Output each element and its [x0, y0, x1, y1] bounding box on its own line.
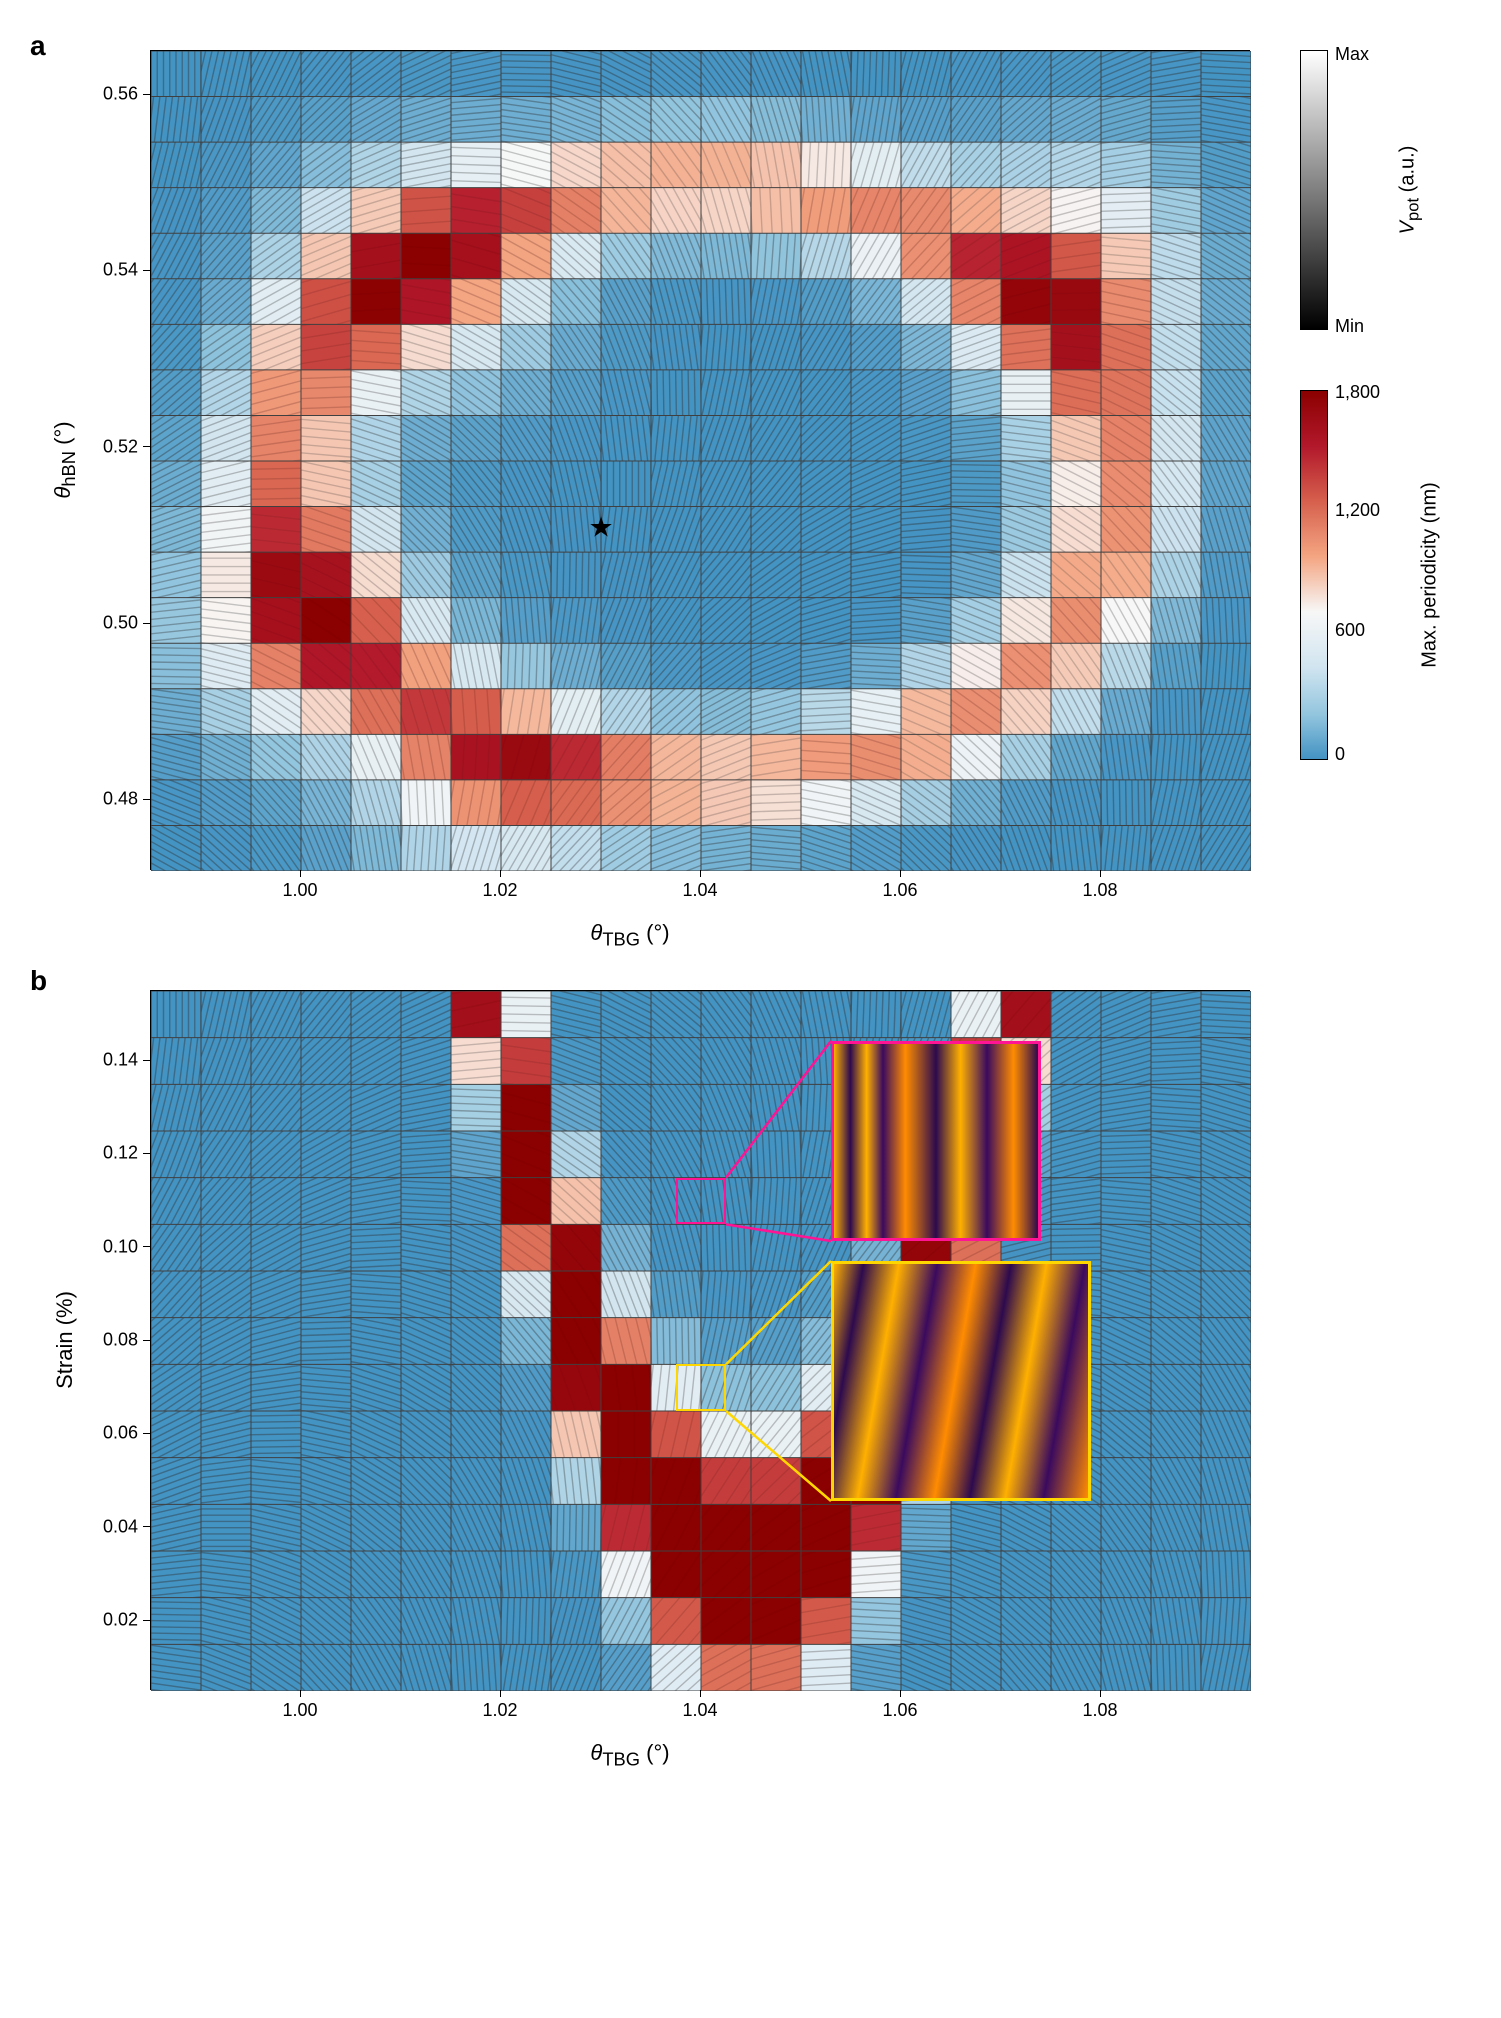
xtick: 1.00 [282, 880, 317, 901]
theta-italic: θ [590, 920, 602, 945]
panel-a-xlabel: θTBG (°) [590, 920, 669, 950]
panel-b-label: b [30, 965, 47, 997]
ytick: 0.06 [103, 1423, 138, 1444]
pot-sub: pot [1404, 198, 1423, 221]
xtick: 1.02 [482, 1700, 517, 1721]
cb-per-label: Max. periodicity (nm) [1419, 482, 1442, 668]
cb-per-t1: 600 [1335, 620, 1365, 641]
xtick: 1.06 [882, 1700, 917, 1721]
hbn-sub: hBN [58, 451, 79, 487]
inset-yellow [831, 1261, 1091, 1501]
xtick: 1.02 [482, 880, 517, 901]
panel-b-plot [150, 990, 1250, 1690]
ytick: 0.56 [103, 84, 138, 105]
xtick: 1.06 [882, 880, 917, 901]
cb-vpot-min: Min [1335, 316, 1364, 337]
cb-vpot-label: Vpot (a.u.) [1397, 146, 1424, 235]
panel-b-ylabel: Strain (%) [52, 1291, 78, 1389]
ytick: 0.54 [103, 260, 138, 281]
ytick: 0.48 [103, 789, 138, 810]
xtick: 1.08 [1082, 1700, 1117, 1721]
cb-vpot-max: Max [1335, 44, 1369, 65]
theta-italic: θ [590, 1740, 602, 1765]
tbg-sub: TBG [602, 1748, 640, 1769]
ytick: 0.10 [103, 1236, 138, 1257]
star-marker-icon: ★ [588, 511, 613, 544]
panel-a-label: a [30, 30, 46, 62]
cb-per-t2: 1,200 [1335, 500, 1380, 521]
ytick: 0.12 [103, 1143, 138, 1164]
panel-a-plot: ★ [150, 50, 1250, 870]
ytick: 0.52 [103, 436, 138, 457]
callout-source-magenta [676, 1178, 726, 1225]
xtick: 1.04 [682, 880, 717, 901]
ytick: 0.02 [103, 1610, 138, 1631]
ytick: 0.04 [103, 1516, 138, 1537]
inset-magenta [831, 1041, 1041, 1241]
ytick: 0.14 [103, 1050, 138, 1071]
v-italic: V [1397, 221, 1419, 234]
cb-per-t0: 0 [1335, 744, 1345, 765]
panel-b-xlabel: θTBG (°) [590, 1740, 669, 1770]
xtick: 1.04 [682, 1700, 717, 1721]
xtick: 1.00 [282, 1700, 317, 1721]
panel-a-svg [151, 51, 1251, 871]
ytick: 0.08 [103, 1330, 138, 1351]
ytick: 0.50 [103, 613, 138, 634]
theta-italic: θ [50, 487, 75, 499]
tbg-sub: TBG [602, 928, 640, 949]
xtick: 1.08 [1082, 880, 1117, 901]
callout-source-yellow [676, 1364, 726, 1411]
colorbar-periodicity [1300, 390, 1328, 760]
panel-a-ylabel: θhBN (°) [50, 421, 80, 498]
cb-per-t3: 1,800 [1335, 382, 1380, 403]
colorbar-vpot [1300, 50, 1328, 330]
